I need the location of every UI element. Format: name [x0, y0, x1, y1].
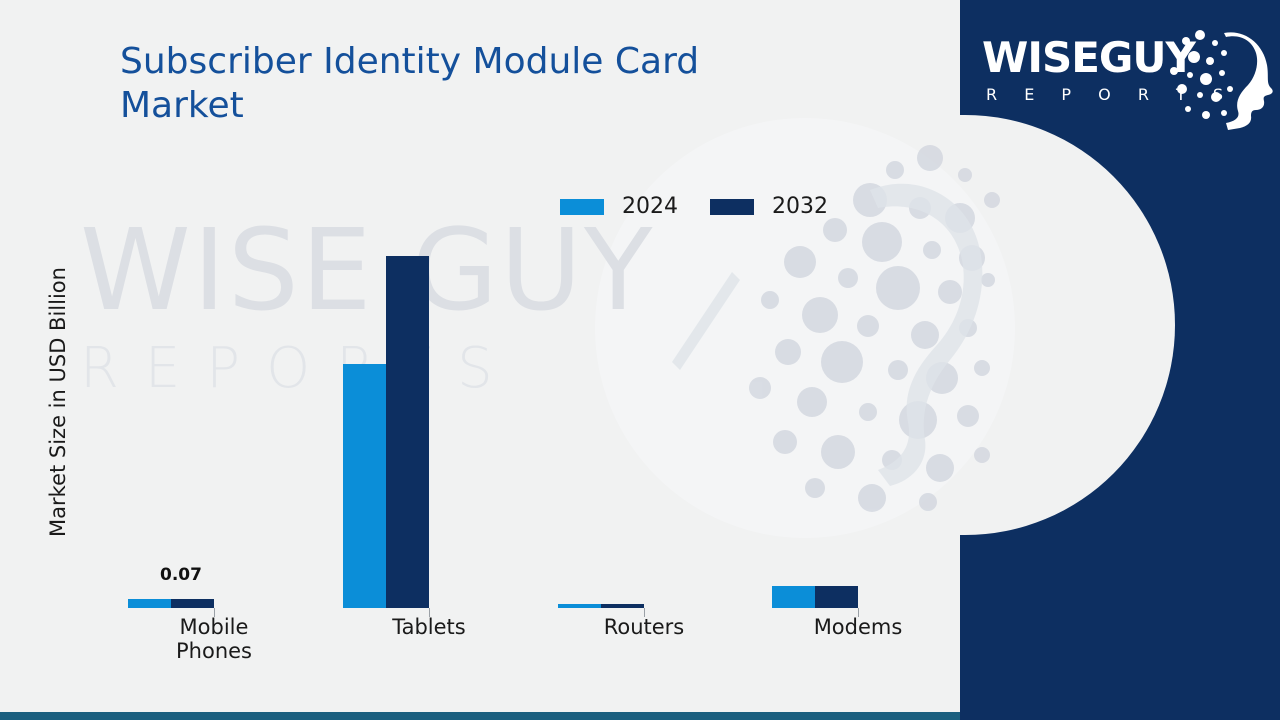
category-label-modems: Modems: [813, 615, 903, 639]
y-axis-label: Market Size in USD Billion: [46, 267, 70, 537]
bar-modems-2024[interactable]: [772, 586, 815, 608]
category-label-routers: Routers: [603, 615, 685, 639]
logo-wordmark: WISEGUY: [982, 33, 1196, 82]
value-label-mobile-phones: 0.07: [160, 565, 202, 585]
tick-tablets: [429, 608, 430, 617]
legend-label-2024: 2024: [622, 194, 678, 219]
right-brand-panel: [960, 0, 1280, 720]
tick-modems: [858, 608, 859, 617]
bottom-accent-strip: [0, 712, 960, 720]
bar-tablets-2032[interactable]: [386, 256, 429, 608]
bar-modems-2032[interactable]: [815, 586, 858, 608]
logo-subtitle: R E P O R T S: [986, 85, 1235, 104]
bars-mobile-phones: [128, 160, 214, 608]
legend-label-2032: 2032: [772, 194, 828, 219]
legend-item-2032[interactable]: 2032: [710, 194, 828, 219]
legend-item-2024[interactable]: 2024: [560, 194, 678, 219]
bar-mobile-phones-2032[interactable]: [171, 599, 214, 608]
tick-routers: [644, 608, 645, 617]
page-title: Subscriber Identity Module Card Market: [120, 41, 700, 126]
chart-area: Market Size in USD Billion 2024 2032 0.0…: [46, 160, 940, 663]
bars-tablets: [343, 160, 429, 608]
bar-routers-2024[interactable]: [558, 604, 601, 608]
category-label-mobile-phones: Mobile Phones: [176, 615, 252, 664]
bar-routers-2032[interactable]: [601, 604, 644, 608]
bars-routers: [558, 160, 644, 608]
logo-head-profile-icon: [1170, 30, 1273, 130]
category-label-tablets: Tablets: [392, 615, 466, 639]
bars-modems: [772, 160, 858, 608]
wiseguy-logo: WISEGUY R E P O R T S: [982, 30, 1273, 130]
plot-region: 0.07 Mobile Phones Tablets: [110, 160, 940, 663]
chart-legend: 2024 2032: [560, 194, 828, 219]
legend-swatch-2024: [560, 198, 604, 215]
legend-swatch-2032: [710, 198, 754, 215]
bar-tablets-2024[interactable]: [343, 364, 386, 608]
bar-mobile-phones-2024[interactable]: [128, 599, 171, 608]
tick-mobile-phones: [214, 608, 215, 617]
